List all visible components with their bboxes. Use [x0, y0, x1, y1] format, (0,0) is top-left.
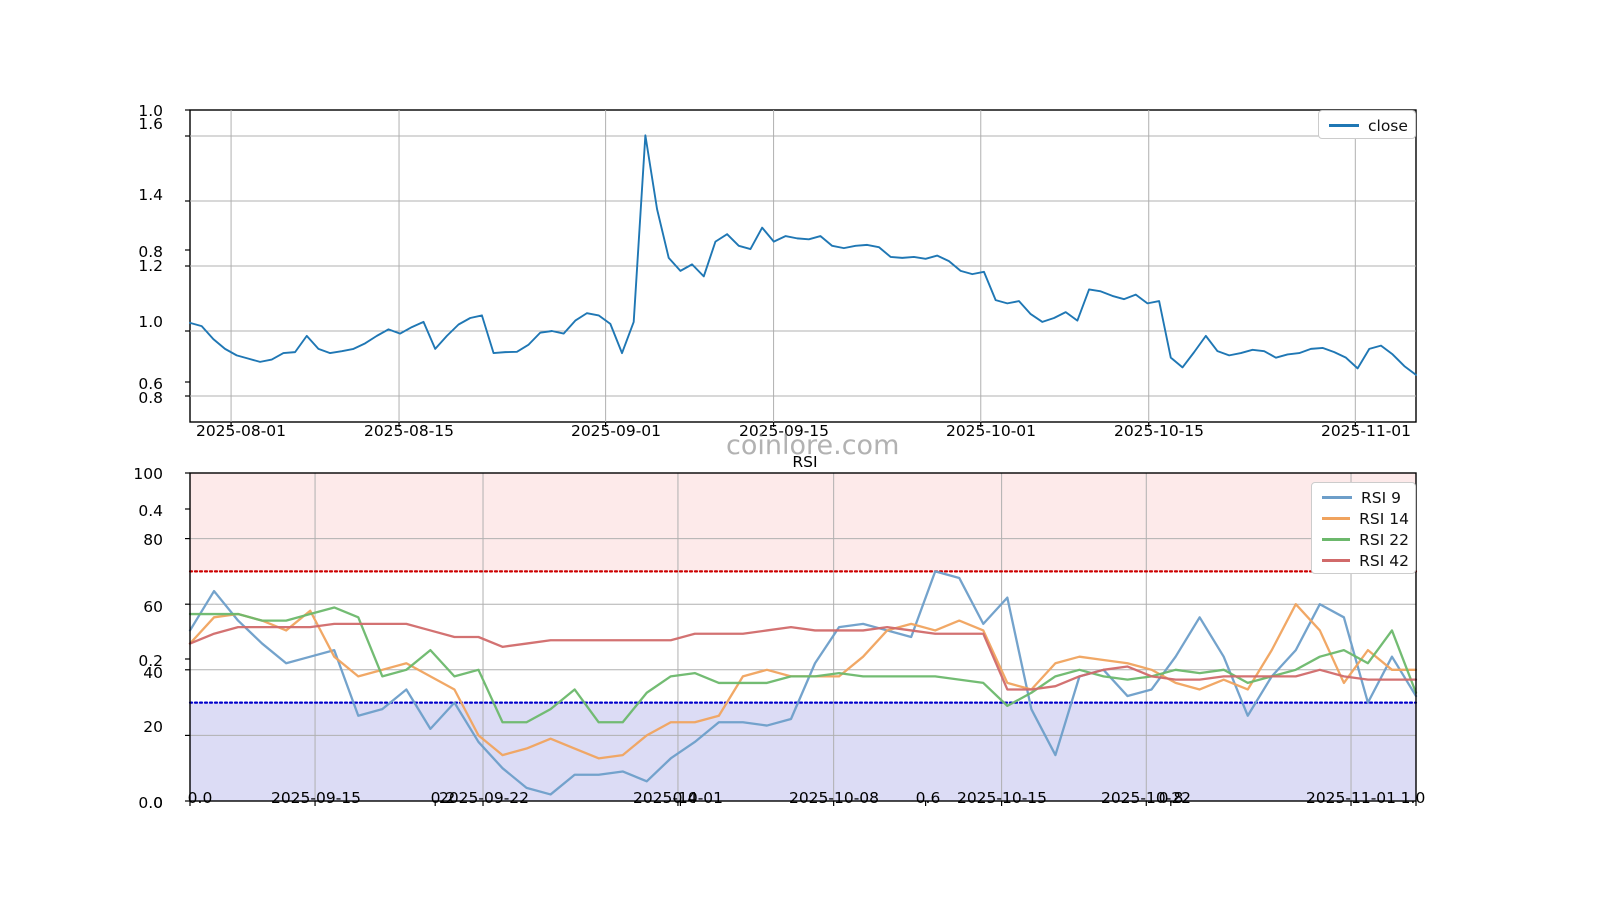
price-ytick-1_0: 1.0: [138, 313, 163, 331]
price-xtick-6: 2025-11-01: [1320, 422, 1412, 440]
rsi-ytick-0: 0: [153, 794, 163, 812]
rsi-xtick-secondary-0_6: 0.6: [915, 789, 941, 807]
legend-label-close: close: [1368, 116, 1408, 135]
legend-item-rsi14[interactable]: RSI 14: [1318, 508, 1409, 529]
price-xtick-4: 2025-10-01: [945, 422, 1037, 440]
rsi-xtick-6: 2025-11-01: [1305, 789, 1397, 807]
legend-swatch-rsi42: [1322, 559, 1351, 562]
rsi-xtick-0: 2025-09-15: [270, 789, 362, 807]
legend-label-rsi42: RSI 42: [1359, 551, 1409, 570]
rsi-ytick-40: 40: [143, 664, 163, 682]
price-ytick-secondary-0_6: 0.6: [138, 375, 163, 393]
rsi-legend[interactable]: RSI 9 RSI 14 RSI 22 RSI 42: [1311, 482, 1416, 574]
rsi-xtick-secondary-0_2: 0.2: [430, 789, 456, 807]
price-xtick-0: 2025-08-01: [195, 422, 287, 440]
rsi-xtick-secondary-1_0: 1.0: [1400, 789, 1426, 807]
price-ytick-0_8: 0.8: [138, 389, 163, 407]
rsi-ytick-20: 20: [143, 718, 163, 736]
rsi-xtick-3: 2025-10-08: [788, 789, 880, 807]
price-xtick-5: 2025-10-15: [1113, 422, 1205, 440]
price-ytick-1_2: 1.2: [138, 257, 163, 275]
legend-label-rsi14: RSI 14: [1359, 509, 1409, 528]
rsi-xtick-secondary-0_0: 0.0: [187, 789, 213, 807]
rsi-ytick-100: 100: [133, 465, 163, 483]
legend-swatch-rsi14: [1322, 517, 1351, 520]
legend-swatch-rsi22: [1322, 538, 1351, 541]
legend-item-rsi9[interactable]: RSI 9: [1318, 487, 1409, 508]
price-legend[interactable]: close: [1318, 110, 1416, 139]
legend-label-rsi9: RSI 9: [1361, 488, 1401, 507]
price-ytick-1_4: 1.4: [138, 186, 163, 204]
rsi-xtick-4: 2025-10-15: [956, 789, 1048, 807]
legend-item-rsi22[interactable]: RSI 22: [1318, 529, 1409, 550]
rsi-xtick-2: 2025-10-01: [632, 789, 724, 807]
legend-swatch-close: [1329, 124, 1359, 127]
price-xtick-3: 2025-09-15: [738, 422, 830, 440]
rsi-panel-title: RSI: [792, 453, 818, 471]
price-ytick-1_6: 1.6: [138, 115, 163, 133]
price-ytick-secondary-0_8: 0.8: [138, 243, 163, 261]
rsi-ytick-80: 80: [143, 531, 163, 549]
price-xtick-2: 2025-09-01: [570, 422, 662, 440]
rsi-ytick-secondary-0_2: 0.2: [138, 652, 163, 670]
price-ytick-secondary-1_0: 1.0: [138, 102, 163, 120]
legend-swatch-rsi9: [1322, 496, 1352, 499]
legend-label-rsi22: RSI 22: [1359, 530, 1409, 549]
rsi-ytick-60: 60: [143, 598, 163, 616]
legend-item-rsi42[interactable]: RSI 42: [1318, 550, 1409, 571]
rsi-xtick-secondary-0_8: 0.8: [1158, 789, 1184, 807]
legend-item-close[interactable]: close: [1325, 115, 1409, 136]
rsi-ytick-secondary-0_4: 0.4: [138, 502, 163, 520]
rsi-xtick-5: 2025-10-22: [1100, 789, 1192, 807]
rsi-xtick-secondary-0_4: 0.4: [672, 789, 698, 807]
rsi-ytick-secondary-0_0: 0.0: [138, 794, 163, 812]
price-xtick-1: 2025-08-15: [363, 422, 455, 440]
coinlore-watermark: coinlore.com: [726, 430, 900, 461]
rsi-xtick-1: 2025-09-22: [438, 789, 530, 807]
